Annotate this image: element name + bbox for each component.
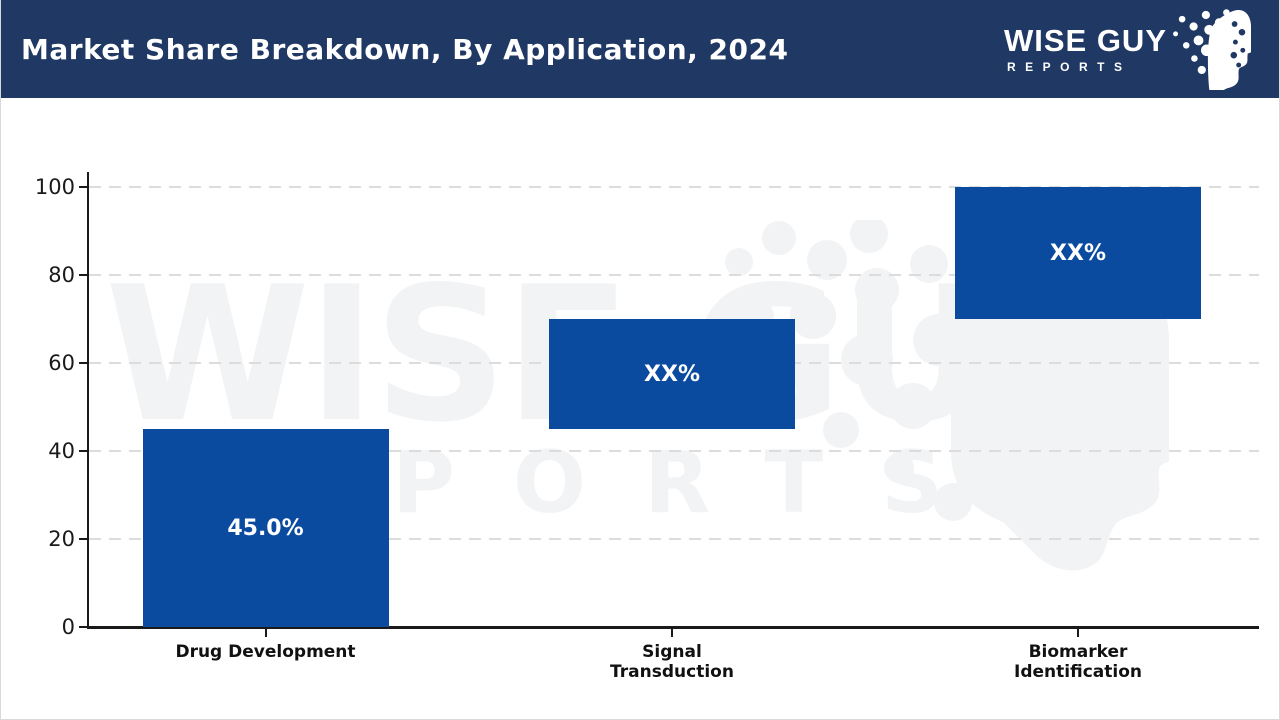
x-axis-line bbox=[87, 626, 1259, 629]
y-axis-tick-labels: 0 20 40 60 80 100 bbox=[1, 177, 75, 638]
y-tick-label-0: 0 bbox=[61, 615, 75, 639]
y-tick-mark-100 bbox=[79, 186, 87, 188]
x-axis-tick-marks bbox=[89, 628, 1259, 637]
gridline-100 bbox=[89, 186, 1259, 188]
y-tick-label-60: 60 bbox=[48, 351, 75, 375]
brand-logo-name: WISE GUY bbox=[1003, 23, 1167, 58]
y-tick-mark-80 bbox=[79, 274, 87, 276]
x-category-label-drug-development: Drug Development bbox=[175, 642, 355, 662]
bar-drug-development: 45.0% bbox=[142, 429, 389, 627]
x-axis-category-labels: Drug Development Signal Transduction Biomar… bbox=[89, 642, 1259, 702]
x-tick-mark-drug-development bbox=[264, 628, 267, 637]
y-tick-mark-60 bbox=[79, 362, 87, 364]
brand-face-icon bbox=[1169, 4, 1253, 101]
bar-value-label-signal-transduction: XX% bbox=[644, 361, 700, 387]
y-tick-label-80: 80 bbox=[48, 263, 75, 287]
y-tick-label-100: 100 bbox=[34, 175, 75, 199]
x-tick-mark-biomarker-identification bbox=[1077, 628, 1079, 637]
x-category-label-signal-transduction: Signal Transduction bbox=[610, 642, 734, 682]
bar-biomarker-identification: XX% bbox=[955, 187, 1201, 319]
x-category-label-line: Biomarker bbox=[1028, 642, 1128, 662]
y-tick-mark-40 bbox=[79, 450, 87, 452]
brand-logo-subtitle: REPORTS bbox=[1006, 60, 1132, 74]
brand-logo-text: WISE GUY REPORTS bbox=[1004, 25, 1167, 73]
y-tick-label-20: 20 bbox=[48, 527, 75, 551]
bar-value-label-biomarker-identification: XX% bbox=[1050, 240, 1106, 266]
gridline-80 bbox=[89, 274, 1259, 276]
bar-signal-transduction: XX% bbox=[549, 319, 795, 429]
y-tick-mark-20 bbox=[79, 538, 87, 540]
gridline-40 bbox=[89, 450, 1259, 452]
x-tick-mark-signal-transduction bbox=[671, 628, 673, 637]
x-category-label-biomarker-identification: Biomarker Identification bbox=[1014, 642, 1142, 682]
bar-value-label-drug-development: 45.0% bbox=[227, 515, 304, 541]
y-axis-tick-marks bbox=[79, 186, 87, 628]
bars-layer: 45.0% XX% XX% bbox=[89, 187, 1259, 627]
x-category-label-line: Drug Development bbox=[175, 642, 356, 662]
x-category-label-line: Identification bbox=[1014, 662, 1142, 682]
brand-logo: WISE GUY REPORTS bbox=[1004, 4, 1253, 101]
y-axis-line bbox=[87, 172, 89, 628]
gridline-20 bbox=[89, 538, 1259, 540]
x-category-label-line: Signal bbox=[642, 642, 702, 662]
y-tick-mark-0 bbox=[79, 626, 87, 628]
header-bar: Market Share Breakdown, By Application, … bbox=[1, 0, 1279, 101]
page-title: Market Share Breakdown, By Application, … bbox=[21, 32, 789, 66]
y-tick-label-40: 40 bbox=[48, 439, 75, 463]
x-category-label-line: Transduction bbox=[610, 662, 734, 682]
